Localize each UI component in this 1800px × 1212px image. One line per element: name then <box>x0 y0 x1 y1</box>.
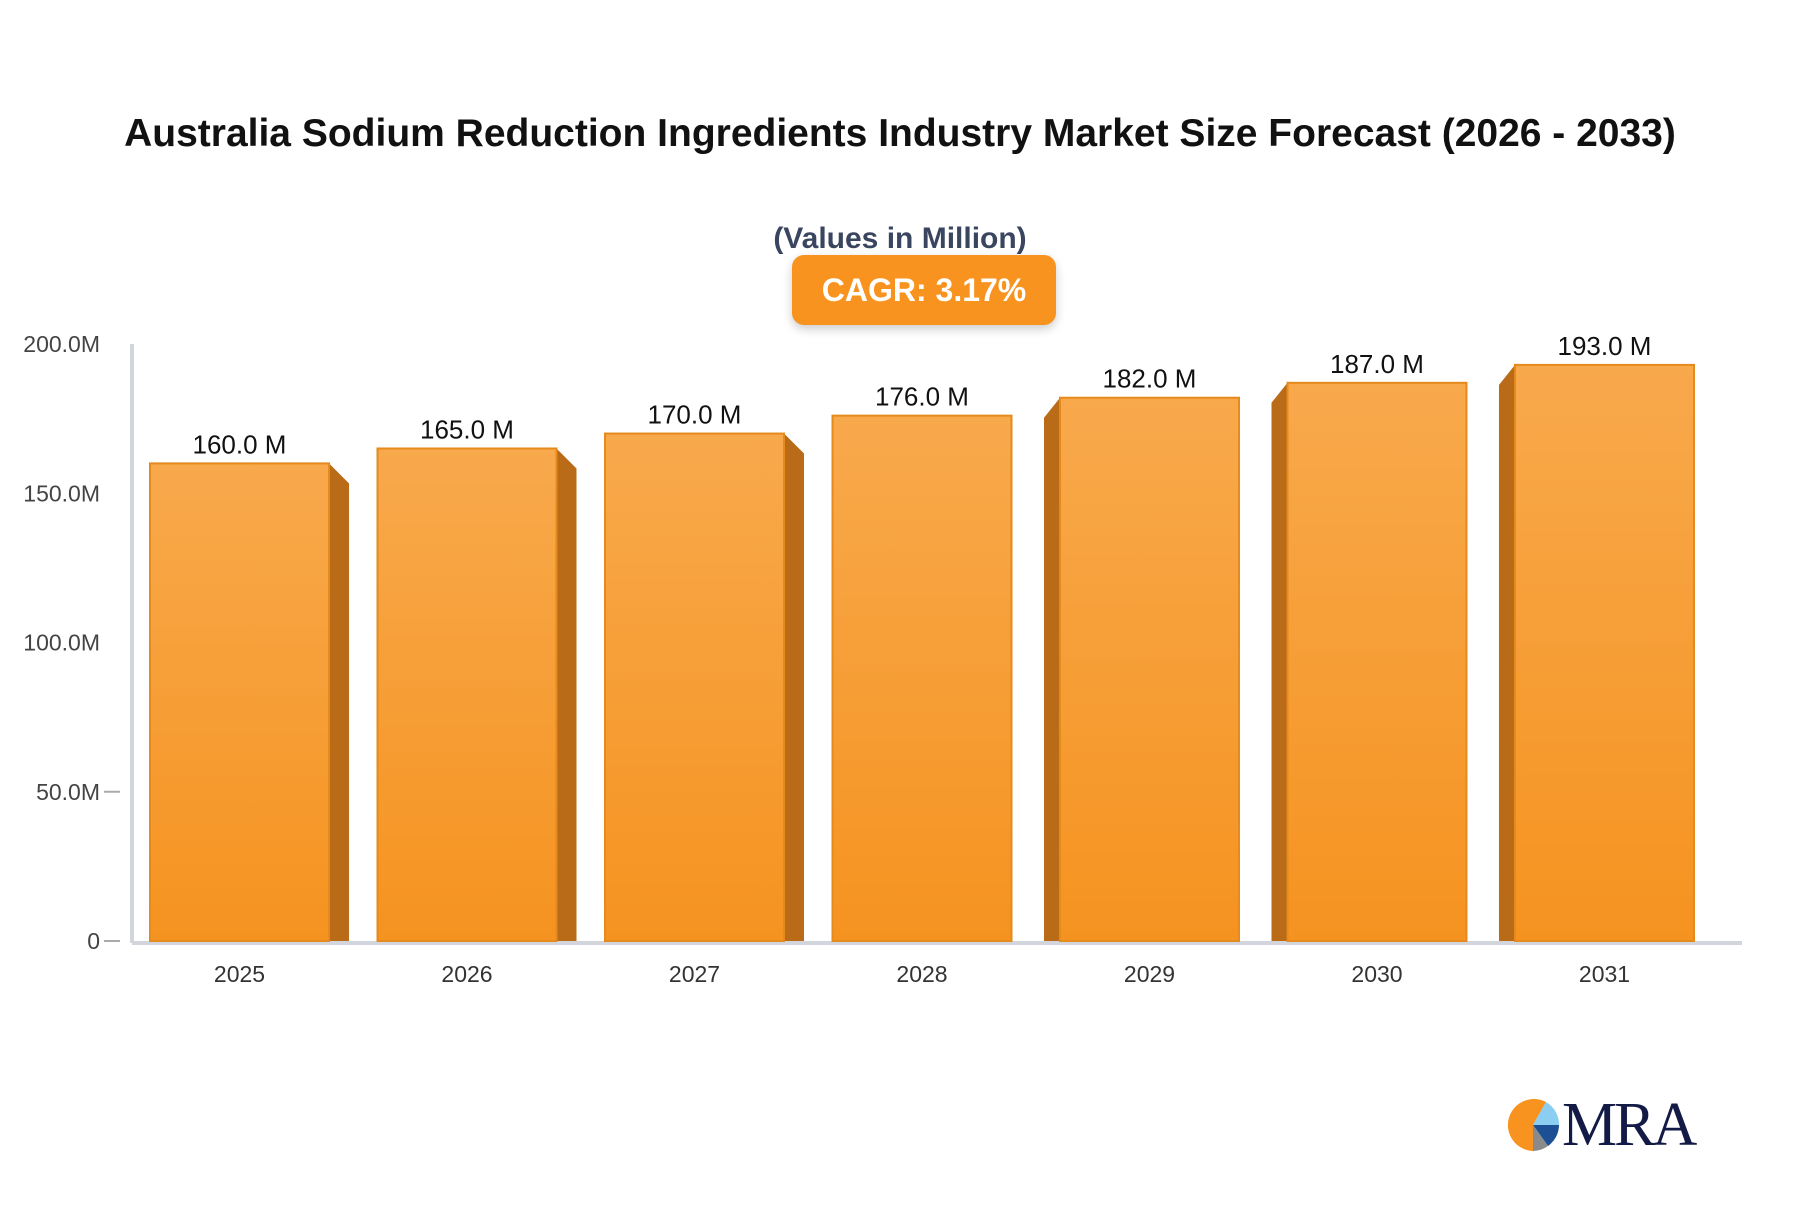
chart-subtitle: (Values in Million) <box>773 222 1027 255</box>
bar-side <box>329 463 349 941</box>
data-label: 187.0 M <box>1330 349 1424 379</box>
y-tick-label: 100.0M <box>23 630 100 656</box>
pie-logo-icon <box>1507 1099 1560 1151</box>
logo-text: MRA <box>1562 1091 1697 1159</box>
bar-2025 <box>149 462 330 942</box>
data-label: 193.0 M <box>1558 331 1652 361</box>
y-tick-label: 150.0M <box>23 480 100 506</box>
x-tick-label: 2025 <box>214 961 265 987</box>
data-label: 170.0 M <box>648 400 742 430</box>
y-tick-label: 0 <box>87 928 100 954</box>
bar-side <box>784 433 804 941</box>
mra-logo: MRA <box>1504 1091 1697 1159</box>
bar-2030 <box>1286 381 1468 942</box>
y-tick-label: 50.0M <box>36 779 100 805</box>
bar-2031 <box>1514 363 1695 942</box>
bar-2027 <box>604 432 785 942</box>
bar-side <box>1044 397 1060 942</box>
x-tick-label: 2029 <box>1124 961 1175 987</box>
cagr-badge: CAGR: 3.17% <box>792 255 1056 325</box>
data-label: 160.0 M <box>193 429 287 459</box>
x-tick-label: 2028 <box>896 961 947 987</box>
bar-2028 <box>831 414 1013 942</box>
bar-side <box>1499 364 1515 941</box>
chart-title: Australia Sodium Reduction Ingredients I… <box>124 112 1676 155</box>
bar-side <box>1271 382 1288 941</box>
bar-side <box>556 448 577 941</box>
bar-2029 <box>1059 396 1240 943</box>
x-tick-label: 2030 <box>1351 961 1402 987</box>
x-tick-label: 2027 <box>669 961 720 987</box>
y-tick-label: 200.0M <box>23 331 100 357</box>
x-tick-label: 2031 <box>1579 961 1630 987</box>
data-label: 176.0 M <box>875 382 969 412</box>
data-label: 182.0 M <box>1103 364 1197 394</box>
data-label: 165.0 M <box>420 414 514 444</box>
x-tick-label: 2026 <box>441 961 492 987</box>
bar-2026 <box>376 447 558 942</box>
